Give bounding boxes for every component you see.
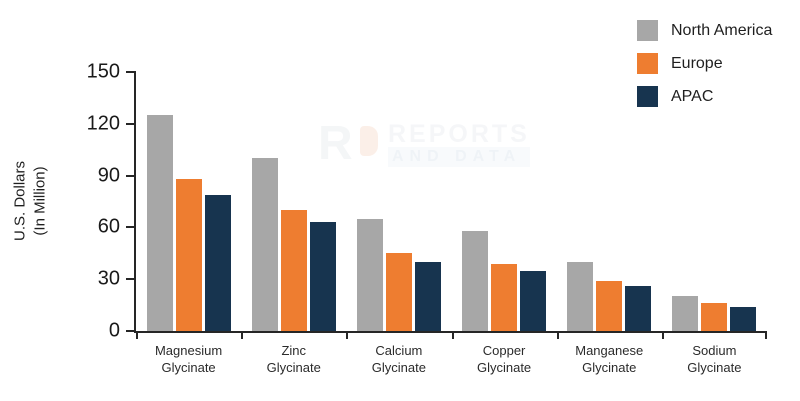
y-axis-tick-label: 90 (97, 164, 120, 187)
y-axis-title-line2: (In Million) (31, 166, 48, 236)
legend-swatch-apac (637, 86, 658, 107)
y-axis-tick (126, 122, 136, 125)
bar-north-america (356, 218, 383, 331)
legend-item-north-america: North America (637, 20, 772, 41)
x-axis-tick (346, 331, 349, 339)
legend-swatch-north-america (637, 20, 658, 41)
y-axis-tick (126, 278, 136, 281)
legend-label-north-america: North America (671, 21, 773, 39)
bar-apac (414, 261, 441, 331)
bar-europe (385, 253, 412, 331)
bar-group-manganese-glycinate (557, 72, 662, 331)
bar-europe (175, 179, 202, 331)
y-axis-tick (126, 330, 136, 332)
bar-apac (730, 306, 757, 331)
bar-north-america (251, 158, 278, 331)
bar-group-zinc-glycinate (241, 72, 346, 331)
y-axis-tick-label: 120 (86, 112, 120, 135)
x-axis-tick (765, 331, 767, 339)
y-axis-tick (126, 71, 136, 73)
y-axis-title-line1: U.S. Dollars (11, 160, 29, 242)
x-axis-label: Magnesium Glycinate (154, 343, 223, 375)
x-axis-tick (136, 331, 138, 339)
bar-north-america (462, 230, 489, 331)
bar-apac (204, 194, 231, 331)
y-axis-tick (126, 226, 136, 229)
y-axis-title: U.S. Dollars (In Million) (11, 161, 50, 241)
bar-group-magnesium-glycinate (136, 72, 241, 331)
bar-europe (701, 303, 728, 331)
bar-europe (491, 263, 518, 331)
bar-apac (520, 270, 547, 331)
y-axis-tick-label: 60 (97, 215, 120, 238)
bar-group-calcium-glycinate (346, 72, 451, 331)
bar-north-america (672, 296, 699, 331)
legend-label-europe: Europe (671, 54, 723, 72)
bar-group-copper-glycinate (452, 72, 557, 331)
x-axis-tick (241, 331, 244, 339)
x-axis-label: Calcium Glycinate (371, 343, 426, 375)
bar-north-america (146, 115, 173, 331)
legend-swatch-europe (637, 53, 658, 74)
y-axis-tick-label: 30 (97, 267, 120, 290)
x-axis-tick (556, 331, 559, 339)
legend-label-apac: APAC (671, 87, 714, 105)
legend-item-apac: APAC (637, 86, 772, 107)
plot-area: 0 30 60 90 120 150 Magnesium Glycinate Zinc Gly… (87, 61, 767, 375)
x-axis-label: Zinc Glycinate (266, 343, 321, 375)
legend-item-europe: Europe (637, 53, 772, 74)
y-axis-tick (126, 174, 136, 177)
bar-apac (625, 286, 652, 331)
y-axis-tick-label: 150 (86, 60, 120, 83)
bar-group-sodium-glycinate (662, 72, 767, 331)
legend: North America Europe APAC (637, 20, 772, 107)
x-axis-label: Manganese Glycinate (575, 343, 644, 375)
y-axis-tick-label: 0 (108, 319, 120, 342)
x-axis-label: Copper Glycinate (476, 343, 532, 375)
x-axis-tick (451, 331, 454, 339)
x-axis-label: Sodium Glycinate (687, 343, 742, 375)
bar-north-america (567, 261, 594, 331)
bar-europe (280, 210, 307, 331)
x-axis-tick (661, 331, 664, 339)
bar-europe (596, 280, 623, 331)
bar-apac (309, 222, 336, 331)
